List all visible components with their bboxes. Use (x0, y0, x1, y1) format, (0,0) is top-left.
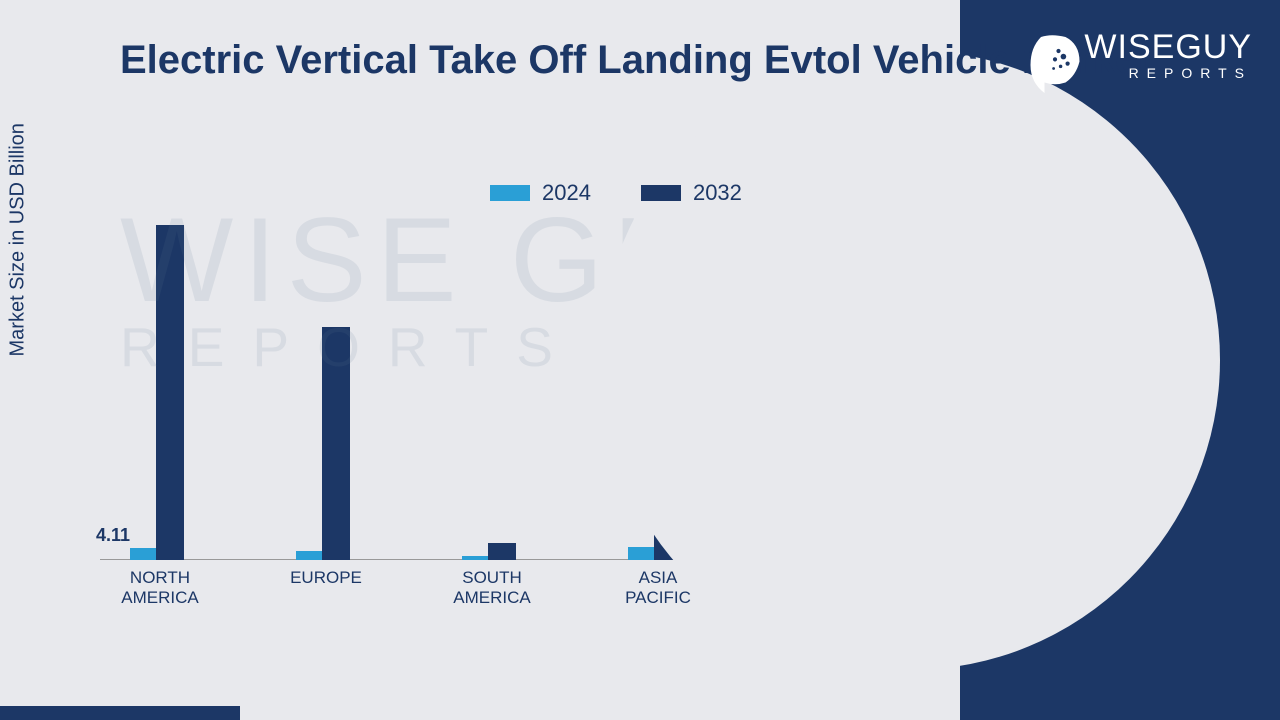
bar-2024 (462, 556, 490, 560)
chart-legend: 2024 2032 (490, 180, 742, 206)
y-axis-label: Market Size in USD Billion (7, 123, 30, 356)
x-axis-category-label: NORTHAMERICA (100, 568, 220, 607)
legend-item-2024: 2024 (490, 180, 591, 206)
decorative-circle (600, 50, 1220, 670)
bar-2032 (156, 225, 184, 560)
logo-main-text: WISEGUY (1084, 28, 1252, 67)
bottom-accent-bar (0, 706, 240, 720)
x-axis-category-label: SOUTHAMERICA (432, 568, 552, 607)
legend-swatch-2032 (641, 185, 681, 201)
chart-title: Electric Vertical Take Off Landing Evtol… (120, 36, 1151, 84)
bar-2032 (322, 327, 350, 560)
logo-sub-text: REPORTS (1084, 65, 1252, 81)
bar-2024 (296, 551, 324, 560)
legend-item-2032: 2032 (641, 180, 742, 206)
legend-label-2024: 2024 (542, 180, 591, 206)
logo-head-icon (1020, 30, 1090, 100)
x-axis-category-label: EUROPE (266, 568, 386, 588)
bar-2024 (130, 548, 158, 560)
logo: WISEGUY REPORTS (1084, 28, 1252, 81)
bar-2024 (628, 547, 656, 560)
legend-swatch-2024 (490, 185, 530, 201)
bar-value-label: 4.11 (86, 525, 130, 546)
legend-label-2032: 2032 (693, 180, 742, 206)
bar-2032 (488, 543, 516, 561)
